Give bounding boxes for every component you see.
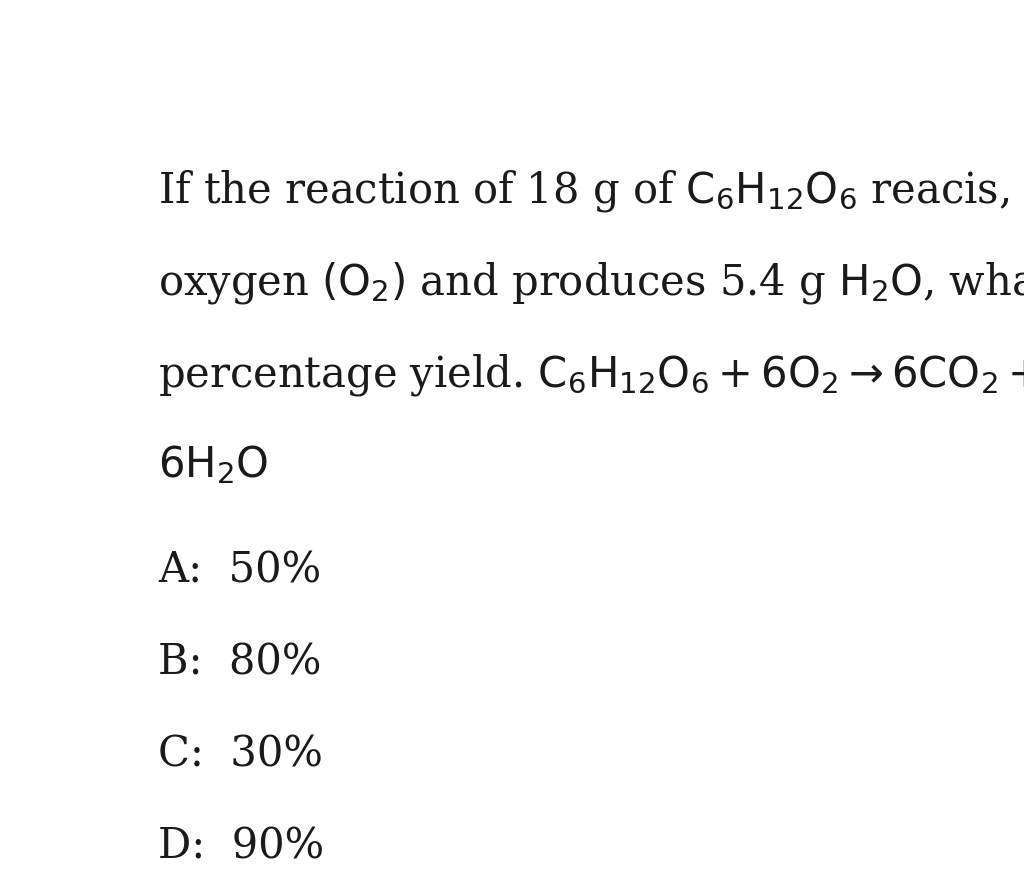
Text: percentage yield. $\mathrm{C_6H_{12}O_6 + 6O_2 \rightarrow 6CO_2 +}$: percentage yield. $\mathrm{C_6H_{12}O_6 … — [158, 351, 1024, 397]
Text: oxygen $(\mathrm{O_2})$ and produces 5.4 g $\mathrm{H_2O}$, what is the: oxygen $(\mathrm{O_2})$ and produces 5.4… — [158, 259, 1024, 305]
Text: $\mathrm{6H_2O}$: $\mathrm{6H_2O}$ — [158, 443, 268, 487]
Text: If the reaction of 18 g of $\mathrm{C_6H_{12}O_6}$ reacis, excess of: If the reaction of 18 g of $\mathrm{C_6H… — [158, 167, 1024, 213]
Text: A:  50%: A: 50% — [158, 549, 322, 591]
Text: B:  80%: B: 80% — [158, 641, 322, 683]
Text: C:  30%: C: 30% — [158, 733, 323, 775]
Text: D:  90%: D: 90% — [158, 825, 325, 867]
